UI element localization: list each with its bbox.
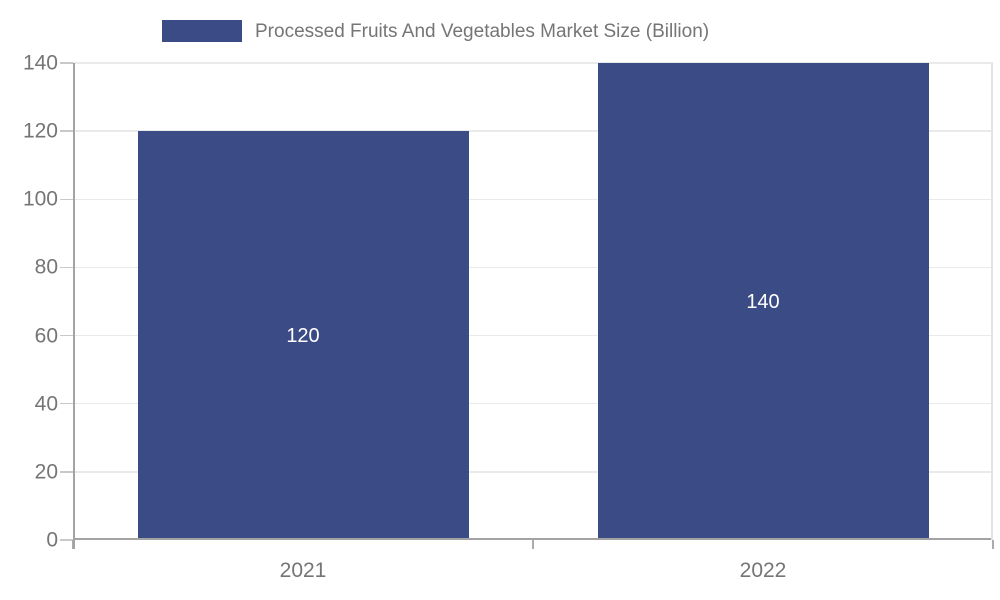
y-tick-mark [60,62,73,64]
y-tick-label: 140 [22,51,58,75]
plot-area: 0 20 40 60 80 100 120 140 120 2021 140 2022 [23,53,994,581]
y-tick-label: 120 [22,119,58,143]
plot-right-border [991,63,993,540]
gridline [73,62,993,64]
bar-value-label: 120 [286,324,320,347]
y-tick-mark [60,539,73,541]
gridline [73,334,993,337]
gridline [73,402,993,405]
y-tick-label: 100 [22,187,58,211]
y-tick-label: 80 [34,255,58,279]
legend-label: Processed Fruits And Vegetables Market S… [255,20,710,42]
x-tick-mark [532,540,534,549]
y-tick-label: 0 [46,528,58,552]
chart-legend[interactable]: Processed Fruits And Vegetables Market S… [162,20,709,42]
y-tick-label: 20 [34,460,58,484]
y-axis-line [73,63,75,549]
y-tick-mark [60,266,73,269]
y-tick-mark [60,198,73,201]
gridline [73,471,993,473]
y-tick-label: 60 [34,324,58,348]
x-axis-line [73,538,993,540]
x-tick-mark [992,540,994,549]
y-tick-mark [60,471,73,473]
bar-value-label: 140 [746,290,780,313]
y-tick-mark [60,402,73,405]
x-tick-label: 2022 [739,559,787,582]
bar: 140 [597,63,929,540]
y-tick-label: 40 [34,392,58,416]
bar: 120 [137,131,469,540]
gridline [73,130,993,132]
y-tick-mark [60,130,73,132]
legend-swatch-icon [162,20,242,42]
gridline [73,198,993,201]
y-tick-mark [60,334,73,337]
gridline [73,266,993,269]
x-tick-label: 2021 [279,559,327,582]
